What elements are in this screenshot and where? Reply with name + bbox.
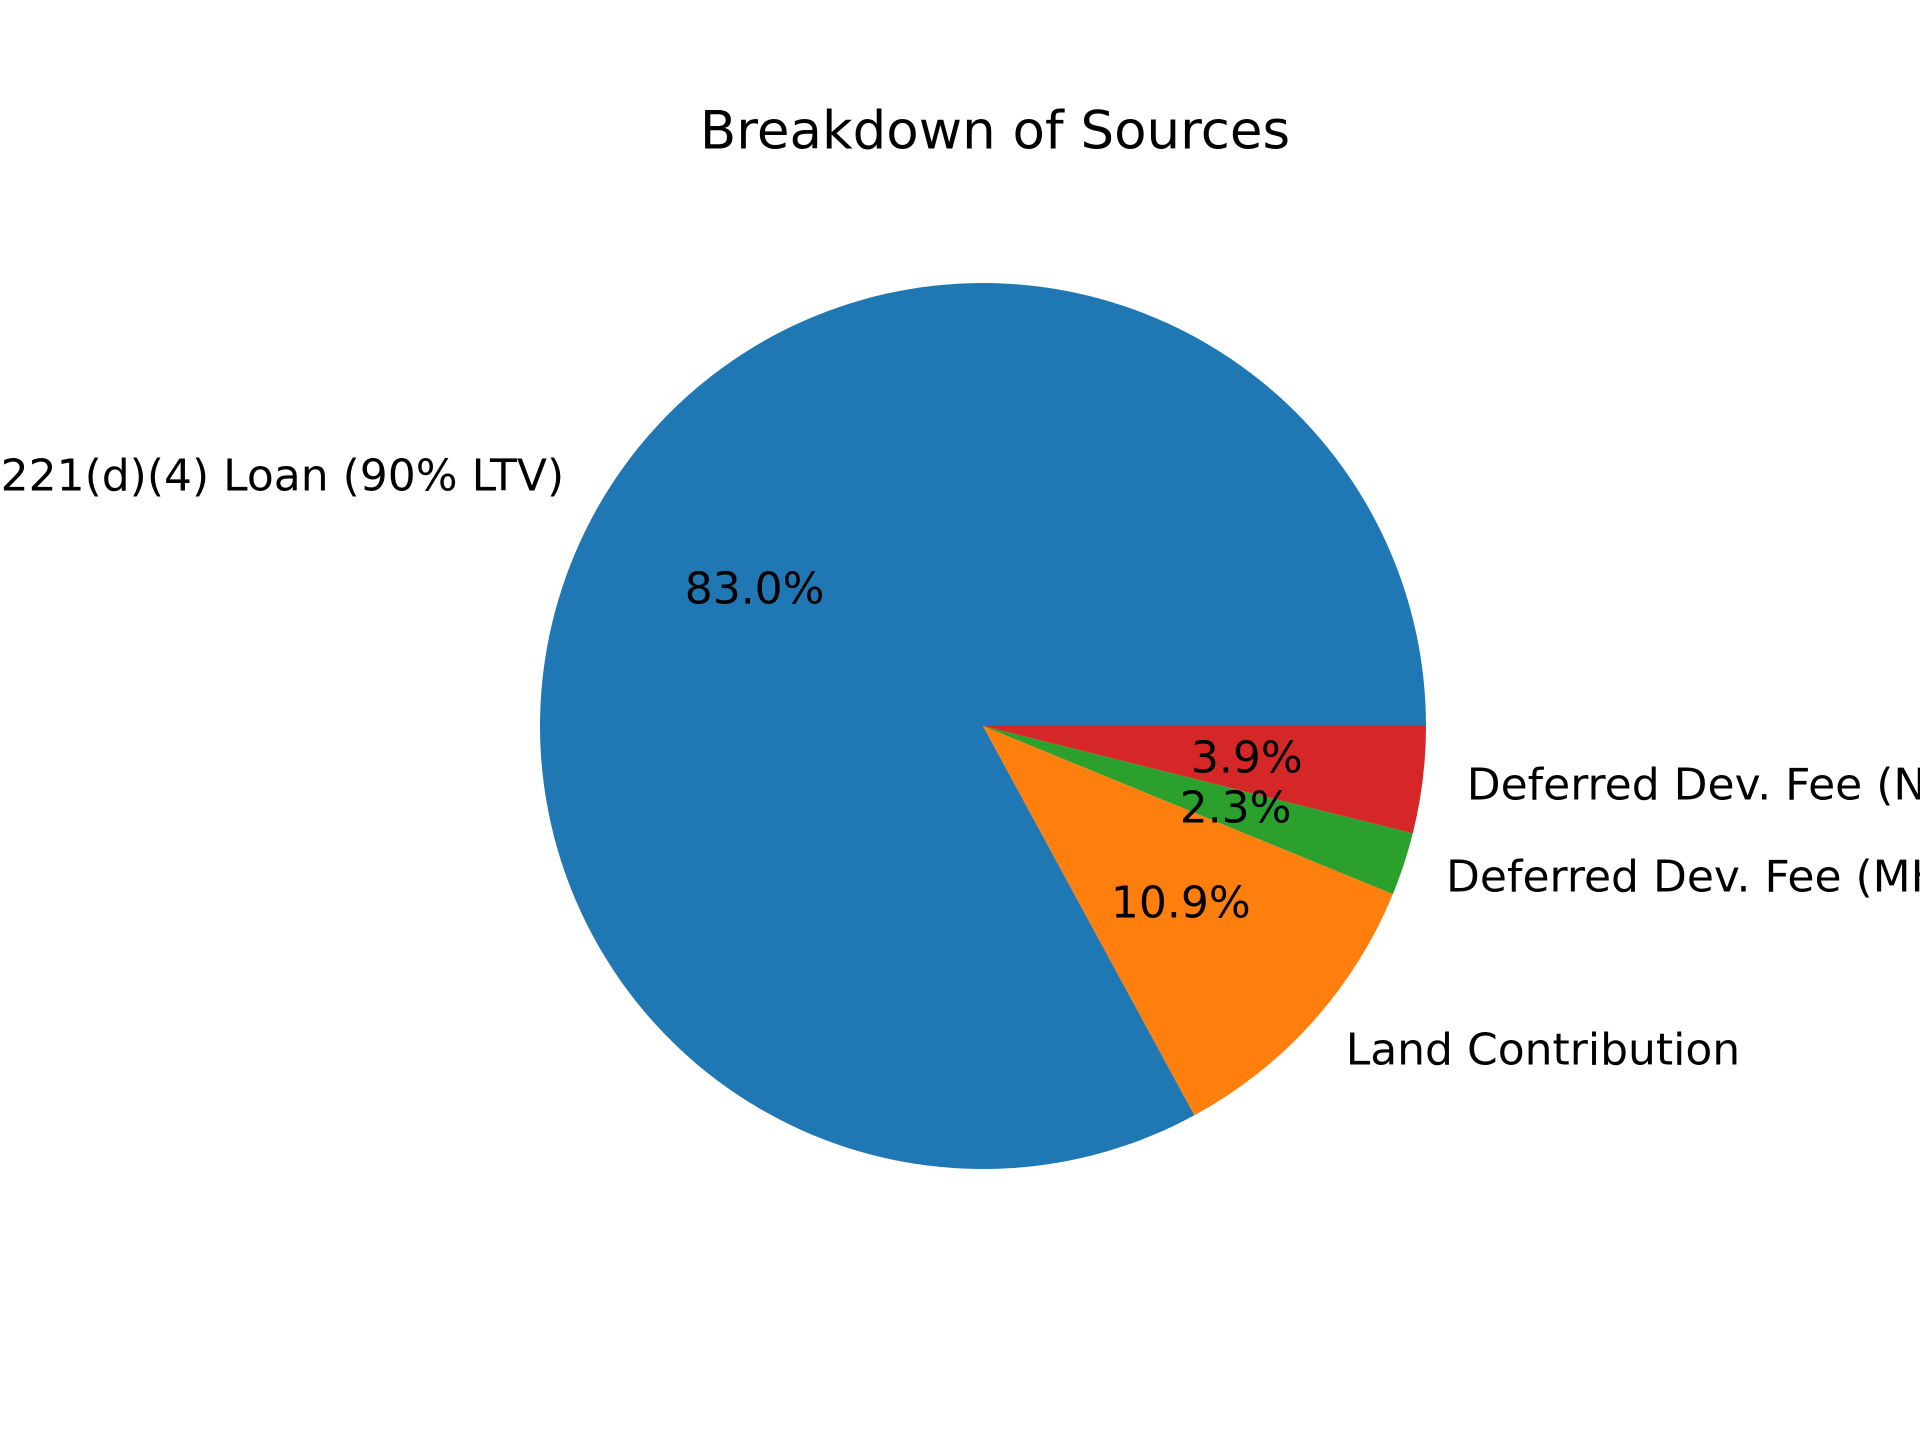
pie-slice-2 xyxy=(983,726,1413,895)
slice-label-3: Deferred Dev. Fee (No xyxy=(1466,759,1920,811)
pie-slice-3 xyxy=(983,726,1426,834)
slice-percentage-2: 2.3% xyxy=(1179,782,1292,834)
pie-slice-0 xyxy=(540,282,1426,1169)
slice-percentage-3: 3.9% xyxy=(1190,732,1303,784)
slice-label-2: Deferred Dev. Fee (MH xyxy=(1446,851,1920,903)
slice-percentage-0: 83.0% xyxy=(684,563,825,615)
pie-slice-1 xyxy=(983,726,1393,1116)
slice-label-1: Land Contribution xyxy=(1345,1024,1741,1076)
slice-label-0: D 221(d)(4) Loan (90% LTV) xyxy=(0,450,565,502)
chart-title: Breakdown of Sources xyxy=(699,100,1291,162)
slice-percentage-1: 10.9% xyxy=(1110,877,1251,929)
